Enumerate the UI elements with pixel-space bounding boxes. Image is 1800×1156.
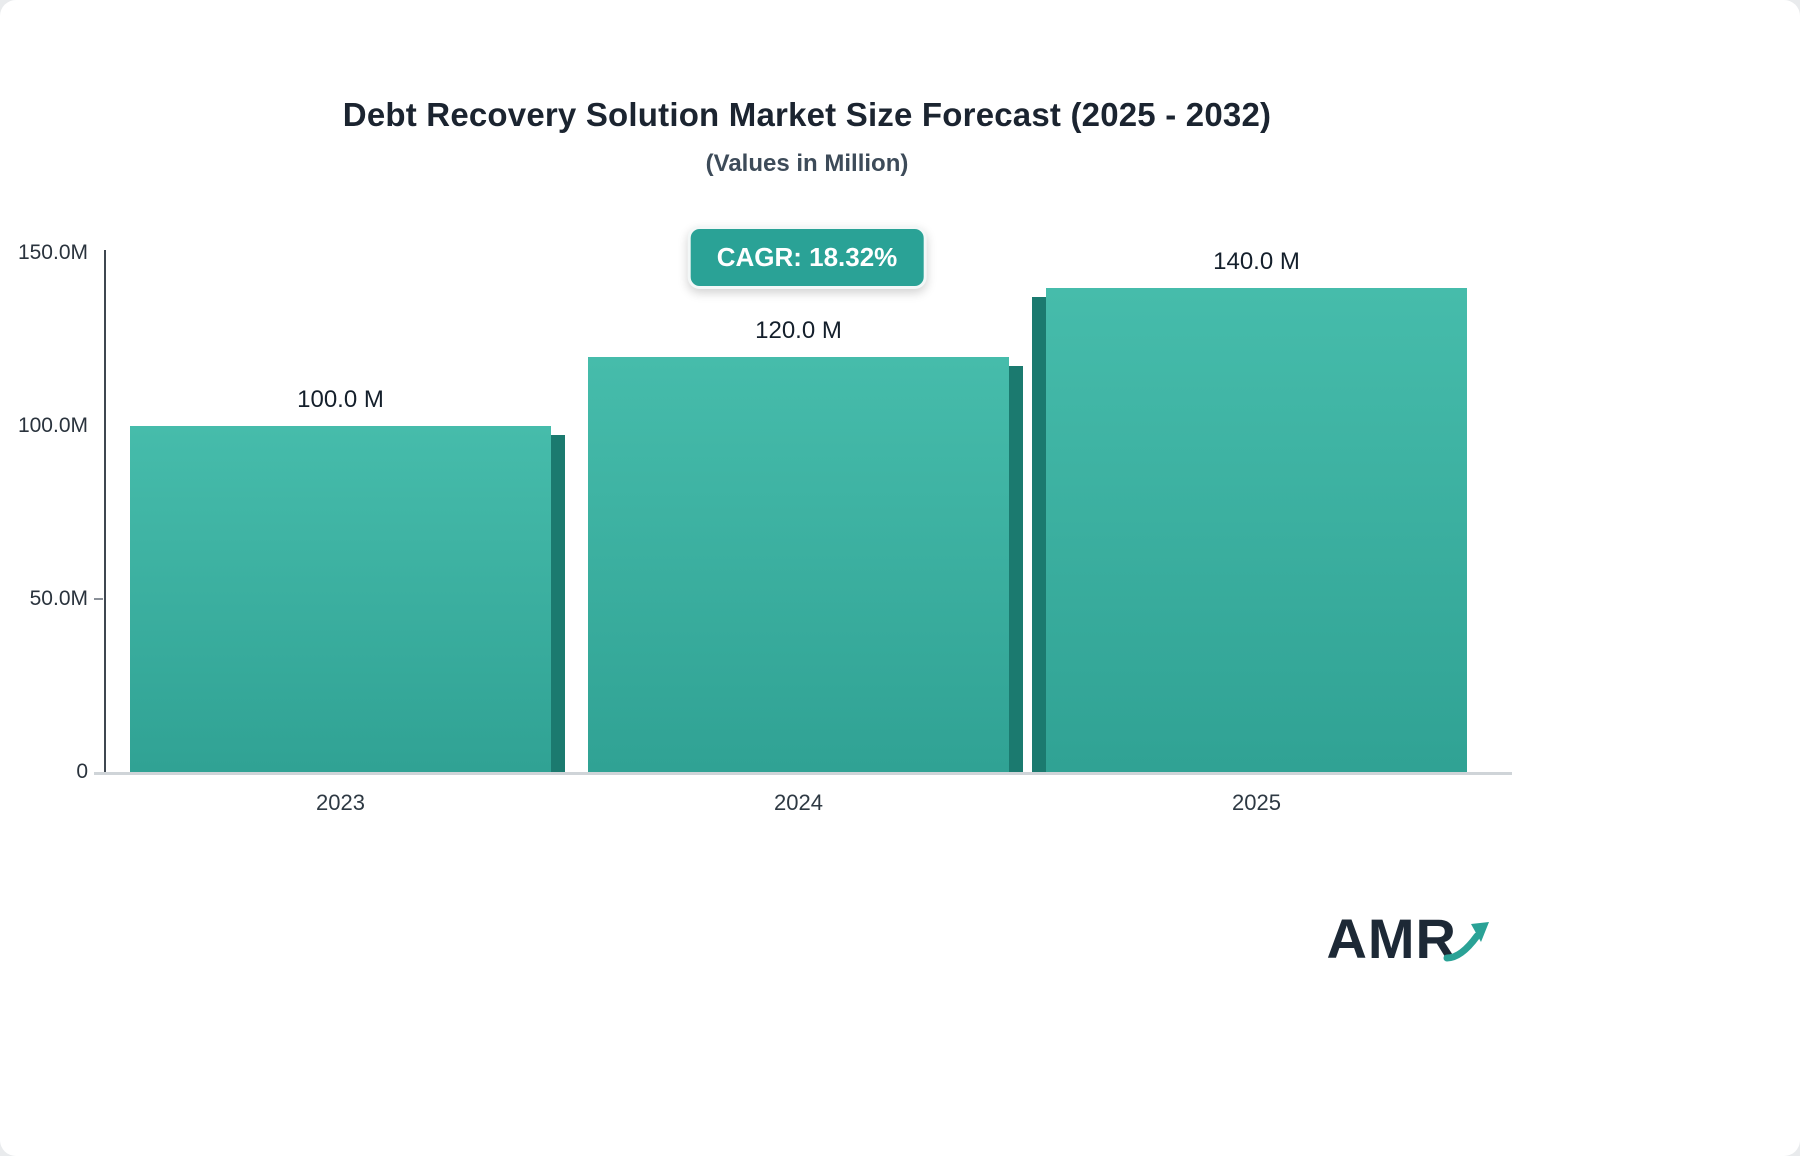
bar-side-face [1032,296,1046,772]
y-tick-mark [94,598,103,600]
x-tick-label: 2025 [1232,790,1281,815]
x-tick-label: 2023 [316,790,365,815]
chart-header: Debt Recovery Solution Market Size Forec… [0,0,1614,178]
chart-title: Debt Recovery Solution Market Size Forec… [342,96,1272,133]
amr-logo-text: AMR [1326,907,1457,970]
bar-value-label: 120.0 M [755,316,842,344]
y-tick-label: 50.0M [29,587,88,610]
amr-logo: AMR [1326,906,1495,971]
y-tick-label: 100.0M [17,414,88,437]
growth-arrow-icon [1443,916,1495,969]
bar-value-label: 100.0 M [297,386,384,413]
bar-value-label: 140.0 M [1213,247,1300,275]
bar-side-face [1009,365,1023,772]
y-axis-line [104,250,106,772]
cagr-badge: CAGR: 18.32% [687,226,927,289]
y-tick-label: 0 [76,760,88,783]
y-tick-label: 150.0M [17,241,88,264]
x-axis-line [94,772,1512,775]
bar-2025 [1032,287,1467,772]
bar-2024 [588,356,1023,772]
bar-side-face [551,435,565,772]
x-tick-label: 2024 [774,790,823,815]
bar-2023 [130,426,565,772]
chart-subtitle: (Values in Million) [705,150,909,177]
